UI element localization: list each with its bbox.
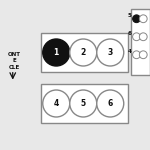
Circle shape (43, 90, 70, 117)
Circle shape (133, 51, 140, 59)
Text: 6: 6 (108, 99, 113, 108)
Circle shape (139, 15, 147, 23)
Circle shape (139, 51, 147, 59)
FancyBboxPatch shape (40, 33, 128, 72)
Circle shape (43, 39, 70, 66)
FancyBboxPatch shape (130, 9, 150, 75)
Circle shape (97, 39, 124, 66)
Text: 1: 1 (54, 48, 59, 57)
Circle shape (97, 90, 124, 117)
Text: 4: 4 (54, 99, 59, 108)
Text: 4: 4 (127, 49, 131, 54)
Circle shape (70, 90, 97, 117)
FancyBboxPatch shape (40, 84, 128, 123)
Circle shape (70, 39, 97, 66)
Circle shape (133, 33, 140, 41)
Text: 2: 2 (81, 48, 86, 57)
Text: 5: 5 (81, 99, 86, 108)
Text: 3: 3 (108, 48, 113, 57)
Circle shape (139, 33, 147, 41)
Text: ONT
E
CLE: ONT E CLE (8, 52, 21, 70)
Text: 5: 5 (127, 13, 131, 18)
Circle shape (133, 15, 140, 23)
Text: 6: 6 (127, 31, 131, 36)
